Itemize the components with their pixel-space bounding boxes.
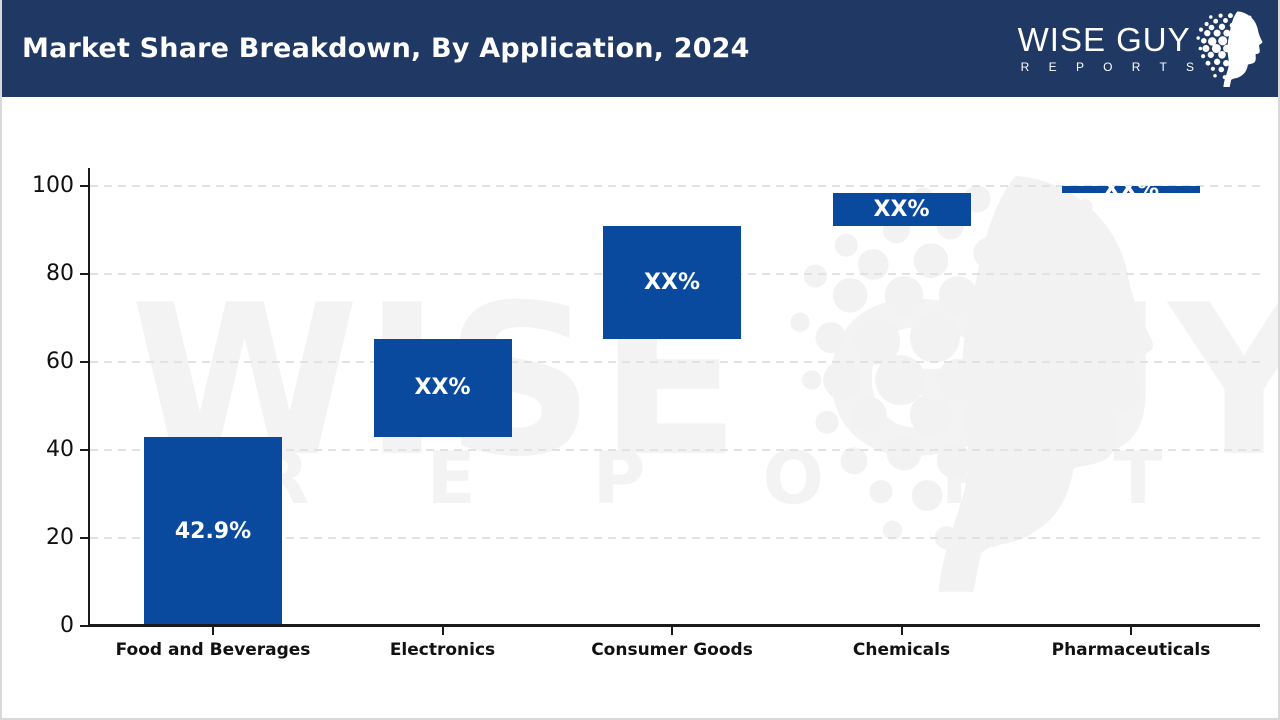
y-axis-tick <box>80 537 89 539</box>
page-title: Market Share Breakdown, By Application, … <box>22 33 750 64</box>
gridline <box>90 361 1260 363</box>
x-axis-category-label: Electronics <box>389 640 496 660</box>
bar-pharmaceuticals: XX% <box>1062 186 1200 194</box>
y-axis-tick-label: 20 <box>46 525 74 550</box>
x-axis-line <box>88 624 1260 627</box>
bar-value-label: XX% <box>644 269 700 295</box>
x-axis-tick <box>900 627 903 635</box>
bar-value-label: XX% <box>414 375 471 401</box>
bar-chemicals: XX% <box>832 193 971 227</box>
bar-value-label: XX% <box>873 197 930 223</box>
y-axis-tick <box>80 449 89 451</box>
gridline <box>90 185 1260 187</box>
x-axis-tick <box>212 627 214 635</box>
bar-electronics: XX% <box>373 338 512 438</box>
brand-logo: WISE GUY R E P O R T S <box>1018 10 1264 87</box>
bar-value-label: 42.9% <box>174 519 252 545</box>
gridline <box>90 449 1260 451</box>
x-axis-tick <box>1130 627 1132 635</box>
brand-head-icon <box>1196 11 1263 87</box>
y-axis-tick <box>80 361 89 363</box>
x-axis-category-label: Consumer Goods <box>591 640 753 660</box>
x-axis-category-label: Pharmaceuticals <box>1051 640 1211 660</box>
brand-name: WISE GUY <box>1017 21 1191 58</box>
y-axis-tick-label: 40 <box>46 437 74 462</box>
x-axis-category-label: Chemicals <box>852 640 951 660</box>
y-axis-tick-label: 80 <box>46 261 74 286</box>
brand-tagline: R E P O R T S <box>1020 60 1202 74</box>
x-axis-tick <box>671 627 673 635</box>
bar-food-and-beverages: 42.9% <box>144 437 282 626</box>
y-axis-tick <box>80 273 89 275</box>
y-axis-tick-label: 60 <box>46 349 74 374</box>
y-axis-tick-label: 0 <box>60 613 74 638</box>
x-axis-category-label: Food and Beverages <box>115 640 311 660</box>
x-axis-tick <box>441 627 444 635</box>
y-axis-line <box>88 168 90 626</box>
gridline <box>90 537 1260 539</box>
bar-value-label: XX% <box>1103 186 1159 193</box>
y-axis-tick <box>80 625 89 627</box>
y-axis-tick-label: 100 <box>32 173 74 198</box>
bar-consumer-goods: XX% <box>603 226 741 339</box>
header-bar: Market Share Breakdown, By Application, … <box>2 0 1278 97</box>
y-axis-tick <box>80 185 89 187</box>
